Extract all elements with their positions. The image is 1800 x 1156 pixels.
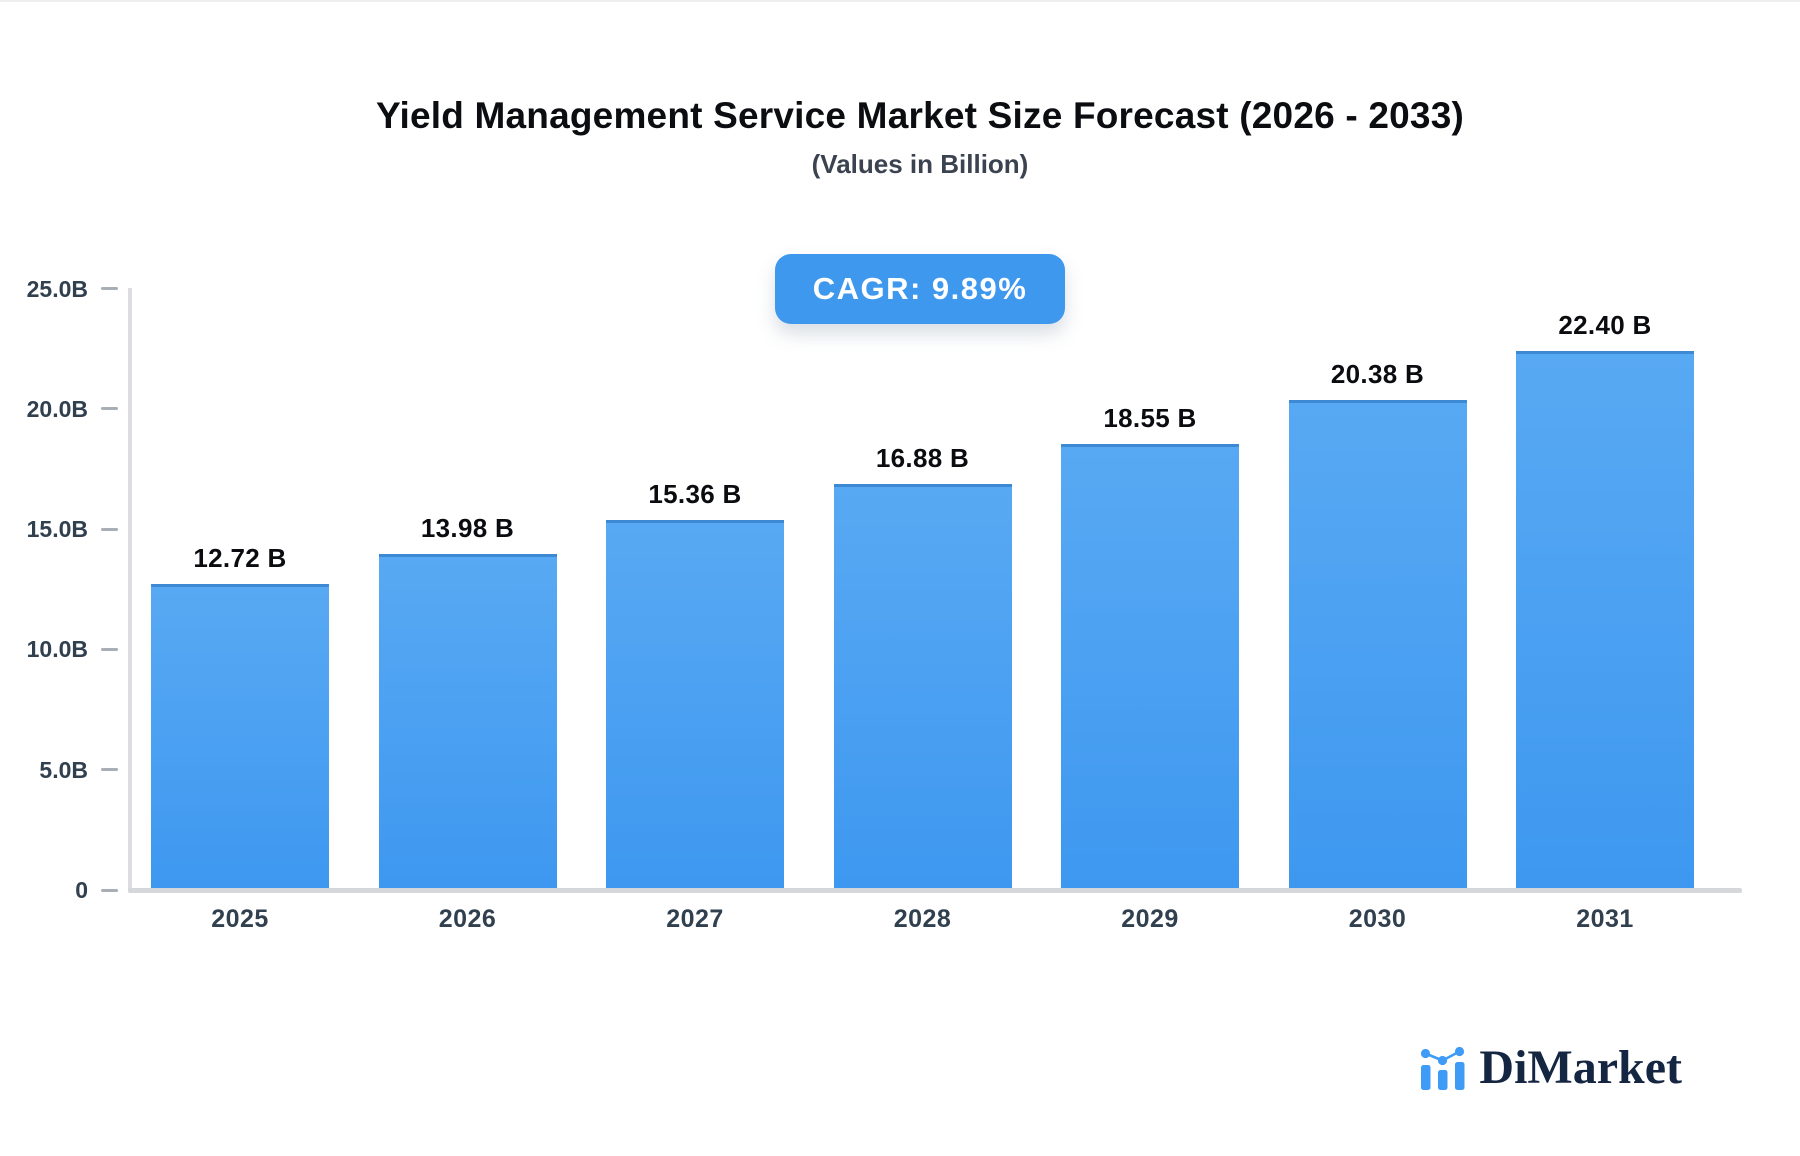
bar-face <box>1061 443 1239 890</box>
bar-side <box>784 520 792 890</box>
bar <box>833 483 1012 890</box>
bar-face <box>378 553 557 890</box>
y-axis-line <box>128 288 132 890</box>
y-axis-tick <box>101 287 118 290</box>
dimarket-logo: DiMarket <box>1419 1042 1682 1094</box>
bar-face <box>606 520 784 890</box>
bar-face <box>833 483 1012 890</box>
x-axis-label: 2026 <box>438 905 497 933</box>
bar-value-label: 20.38 B <box>1330 358 1425 389</box>
y-axis-tick <box>101 527 118 531</box>
bar <box>1516 351 1694 890</box>
x-axis-label: 2031 <box>1576 905 1634 933</box>
bar-value-label: 15.36 B <box>648 479 742 510</box>
bar <box>151 583 329 890</box>
chart-title: Yield Management Service Market Size For… <box>375 95 1465 136</box>
bar-face <box>1288 399 1467 890</box>
y-axis-tick <box>101 768 118 772</box>
y-axis-tick-label: 20.0B <box>26 395 88 422</box>
bar <box>1061 443 1239 890</box>
bar-side <box>329 584 351 890</box>
chart-header: Yield Management Service Market Size For… <box>40 94 1800 324</box>
y-axis-tick-label: 5.0B <box>39 756 88 783</box>
bar-side <box>1053 444 1061 890</box>
bar-value-label: 16.88 B <box>875 442 970 473</box>
x-axis-label: 2027 <box>666 905 724 933</box>
y-axis-tick-label: 15.0B <box>26 516 88 543</box>
bar-value-label: 18.55 B <box>1103 402 1197 433</box>
x-axis-label: 2030 <box>1348 905 1407 933</box>
chart-subtitle: (Values in Billion) <box>811 149 1029 179</box>
cagr-badge-label: CAGR: 9.89% <box>812 271 1028 306</box>
bar-value-label: 13.98 B <box>420 512 515 543</box>
bar <box>1288 399 1467 890</box>
y-axis-tick <box>101 407 118 411</box>
x-axis-label: 2028 <box>893 905 952 933</box>
y-axis-tick <box>101 888 118 892</box>
x-axis-line <box>128 888 1742 893</box>
cagr-badge: CAGR: 9.89% <box>774 254 1066 324</box>
bar <box>606 520 784 890</box>
logo-text: DiMarket <box>1479 1041 1682 1094</box>
bar-line-chart-icon <box>1421 1046 1465 1090</box>
bar-value-label: 12.72 B <box>193 542 287 573</box>
y-axis-tick-label: 10.0B <box>26 636 88 663</box>
x-axis-label: 2025 <box>211 905 269 933</box>
y-axis-tick <box>101 647 118 651</box>
bar <box>378 553 557 890</box>
x-axis-label: 2029 <box>1121 905 1179 933</box>
y-axis-tick-label: 25.0B <box>26 275 88 302</box>
bar-side <box>1494 351 1516 890</box>
bar-face <box>151 583 329 890</box>
bar-face <box>1516 351 1694 890</box>
y-axis-tick-label: 0 <box>75 877 88 903</box>
bar-value-label: 22.40 B <box>1558 310 1652 341</box>
bar-side <box>557 554 572 890</box>
bar-side <box>1274 400 1289 890</box>
